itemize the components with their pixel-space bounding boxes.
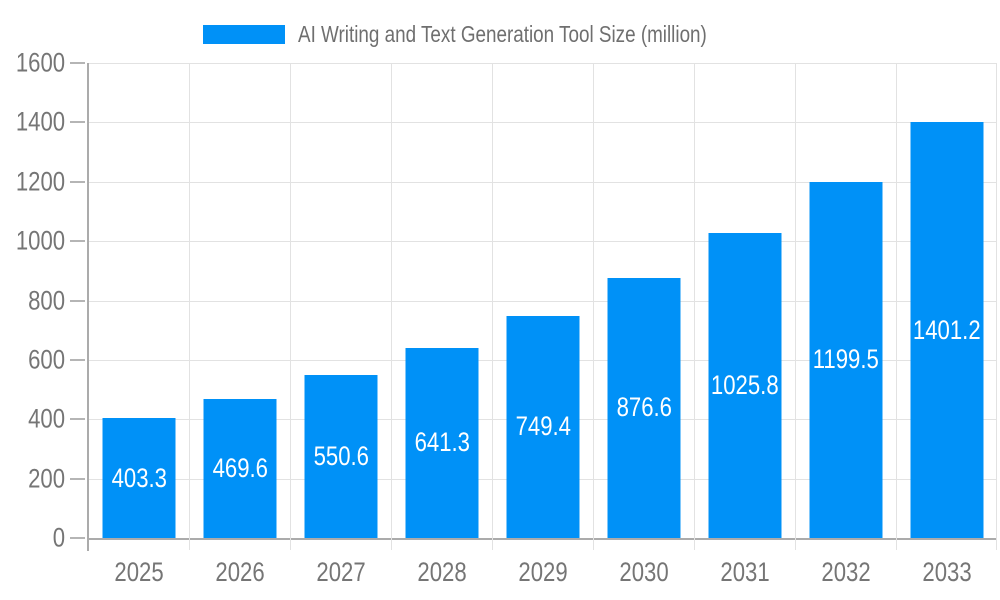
y-tick-label-text: 600	[28, 344, 65, 375]
y-tick-label: 1400	[5, 106, 65, 137]
gridline-vertical	[996, 63, 997, 550]
gridline-horizontal	[89, 300, 997, 302]
y-axis-tick	[70, 477, 85, 480]
y-axis-tick	[70, 121, 85, 124]
bar-value-label: 550.6	[307, 440, 375, 471]
legend-label: AI Writing and Text Generation Tool Size…	[298, 21, 797, 48]
gridline-vertical	[391, 63, 393, 550]
y-axis-tick	[70, 299, 85, 302]
y-tick-label-text: 800	[28, 285, 65, 315]
x-tick-label-text: 2032	[821, 557, 871, 587]
y-tick-label-text: 0	[52, 522, 65, 553]
x-tick-label: 2027	[291, 557, 392, 588]
y-axis-tick	[70, 358, 85, 361]
y-axis-tick	[70, 240, 85, 243]
x-tick-label-text: 2025	[114, 557, 165, 587]
y-tick-label: 1200	[5, 168, 65, 195]
y-tick-label: 800	[20, 287, 65, 314]
y-axis-tick	[70, 537, 85, 539]
gridline-horizontal	[89, 122, 997, 124]
y-tick-label-text: 1400	[15, 106, 65, 137]
bar-value-label-text: 550.6	[313, 440, 369, 471]
bar-value-label: 403.3	[106, 462, 174, 493]
y-tick-label: 600	[20, 346, 65, 373]
x-tick-label: 2032	[795, 557, 896, 588]
bar: 641.3	[405, 347, 479, 538]
y-tick-label: 1000	[5, 225, 65, 256]
bar: 1401.2	[910, 122, 984, 538]
x-tick-label-text: 2029	[518, 557, 568, 587]
x-tick-label: 2030	[593, 557, 694, 588]
gridline-horizontal	[89, 63, 997, 64]
legend-swatch	[203, 25, 286, 44]
gridline-horizontal	[89, 241, 997, 243]
y-tick-label-text: 200	[28, 463, 65, 494]
y-axis-tick	[70, 62, 85, 64]
bar-value-label-text: 403.3	[111, 462, 168, 493]
bar-value-label: 641.3	[408, 429, 476, 456]
gridline-vertical	[592, 63, 594, 550]
x-tick-label: 2031	[694, 557, 795, 588]
bar: 749.4	[506, 315, 580, 538]
bar-value-label: 749.4	[509, 413, 577, 440]
y-tick-label: 1600	[5, 47, 65, 78]
bar-value-label-text: 876.6	[616, 392, 672, 423]
x-tick-label: 2025	[89, 557, 190, 588]
y-tick-label-text: 1600	[15, 47, 65, 78]
bar: 876.6	[607, 277, 681, 538]
y-tick-label: 400	[20, 403, 65, 434]
gridline-vertical	[794, 63, 796, 550]
legend: AI Writing and Text Generation Tool Size…	[0, 21, 1000, 48]
gridline-vertical	[895, 63, 897, 550]
x-tick-label: 2028	[392, 557, 493, 588]
legend-label-text: AI Writing and Text Generation Tool Size…	[298, 21, 708, 47]
gridline-vertical	[189, 63, 191, 550]
bar: 1025.8	[708, 233, 782, 538]
bar: 403.3	[102, 418, 176, 538]
gridline-vertical	[290, 63, 292, 550]
y-tick-label: 200	[20, 465, 65, 492]
x-axis-origin-tick	[87, 538, 89, 551]
x-tick-label: 2026	[190, 557, 291, 588]
gridline-vertical	[693, 63, 695, 550]
bar-value-label: 876.6	[610, 394, 678, 421]
plot-area: 0 200 400 600 800 1000 1200 1400 1600 403.3 2025 46…	[16, 49, 997, 587]
bar: 1199.5	[809, 181, 883, 538]
y-tick-label-text: 1200	[15, 166, 65, 197]
bar-value-label: 1025.8	[703, 372, 786, 399]
y-axis-tick	[70, 418, 85, 421]
bar: 469.6	[203, 398, 277, 538]
bar: 550.6	[304, 374, 378, 538]
bar-value-label-text: 469.6	[212, 452, 269, 483]
gridline-vertical	[492, 63, 494, 550]
x-tick-label: 2029	[493, 557, 594, 588]
x-tick-label-text: 2027	[316, 557, 366, 587]
bar-value-label-text: 641.3	[414, 427, 470, 458]
x-tick-label-text: 2026	[215, 557, 265, 587]
x-tick-label-text: 2033	[921, 557, 972, 587]
gridline-horizontal	[89, 181, 997, 183]
bar-value-label-text: 1401.2	[912, 314, 981, 345]
y-axis-tick	[70, 180, 85, 183]
bar-value-label-text: 1025.8	[710, 370, 779, 401]
y-tick-label-text: 1000	[15, 225, 65, 256]
bar-value-label: 469.6	[207, 452, 275, 483]
x-tick-label-text: 2030	[619, 557, 669, 587]
bar-value-label-text: 1199.5	[812, 344, 879, 375]
y-tick-label-text: 400	[28, 403, 65, 434]
bar-value-label: 1199.5	[805, 346, 886, 373]
bar-value-label-text: 749.4	[515, 411, 571, 442]
x-tick-label: 2033	[896, 557, 997, 588]
y-tick-label: 0	[50, 522, 65, 553]
x-tick-label-text: 2028	[417, 557, 467, 587]
bar-value-label: 1401.2	[905, 314, 988, 345]
x-tick-label-text: 2031	[720, 557, 770, 587]
